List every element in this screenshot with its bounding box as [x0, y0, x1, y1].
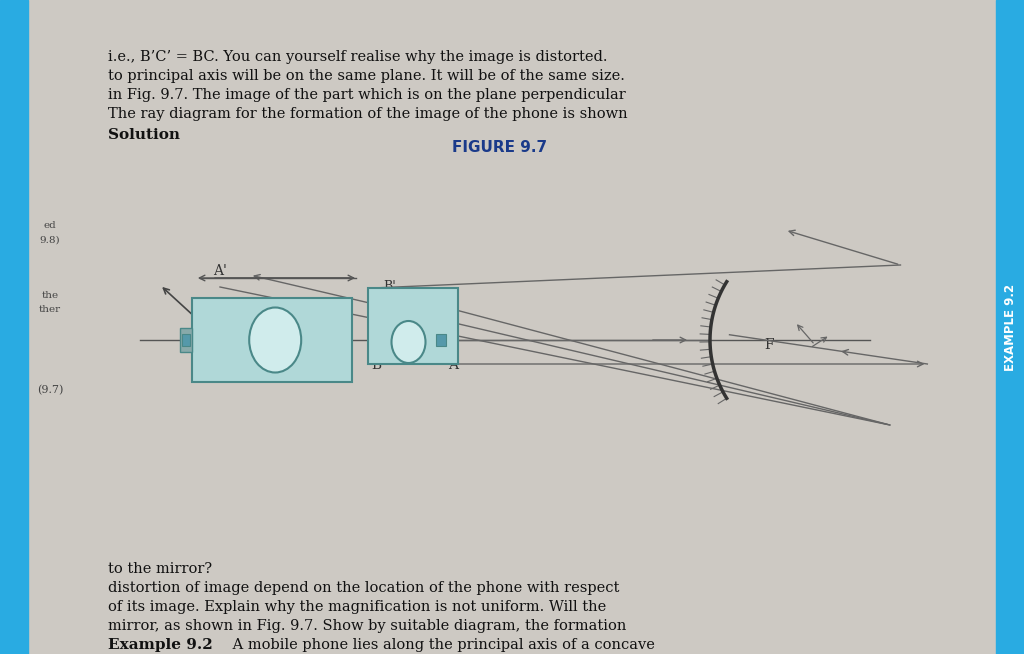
Text: ed: ed	[44, 220, 56, 230]
Text: i.e., B’C’ = BC. You can yourself realise why the image is distorted.: i.e., B’C’ = BC. You can yourself realis…	[108, 50, 607, 64]
Text: A: A	[449, 358, 458, 372]
Text: distortion of image depend on the location of the phone with respect: distortion of image depend on the locati…	[108, 581, 620, 595]
Bar	[182, 334, 190, 346]
Bar	[368, 288, 458, 364]
Text: to principal axis will be on the same plane. It will be of the same size.: to principal axis will be on the same pl…	[108, 69, 625, 83]
Text: (9.7): (9.7)	[37, 385, 63, 395]
Text: EXAMPLE 9.2: EXAMPLE 9.2	[1004, 283, 1017, 371]
Text: in Fig. 9.7. The image of the part which is on the plane perpendicular: in Fig. 9.7. The image of the part which…	[108, 88, 626, 102]
Text: mirror, as shown in Fig. 9.7. Show by suitable diagram, the formation: mirror, as shown in Fig. 9.7. Show by su…	[108, 619, 627, 633]
Bar	[996, 0, 1024, 654]
Ellipse shape	[391, 321, 426, 363]
Text: C: C	[368, 332, 378, 346]
Text: B: B	[371, 358, 381, 372]
Text: The ray diagram for the formation of the image of the phone is shown: The ray diagram for the formation of the…	[108, 107, 628, 121]
Text: the: the	[41, 290, 58, 300]
Text: A mobile phone lies along the principal axis of a concave: A mobile phone lies along the principal …	[228, 638, 655, 652]
Text: FIGURE 9.7: FIGURE 9.7	[453, 141, 548, 156]
Text: B': B'	[384, 280, 396, 293]
Text: Solution: Solution	[108, 128, 180, 142]
Text: F: F	[764, 338, 774, 352]
Bar	[435, 334, 445, 346]
Bar	[193, 298, 352, 382]
Bar	[180, 328, 193, 352]
Bar	[0, 0, 28, 654]
Text: ther: ther	[39, 305, 61, 315]
Text: Example 9.2: Example 9.2	[108, 638, 213, 652]
Text: 9.8): 9.8)	[40, 235, 60, 245]
Ellipse shape	[249, 307, 301, 373]
Text: of its image. Explain why the magnification is not uniform. Will the: of its image. Explain why the magnificat…	[108, 600, 606, 614]
Text: A': A'	[213, 264, 227, 278]
Text: to the mirror?: to the mirror?	[108, 562, 212, 576]
